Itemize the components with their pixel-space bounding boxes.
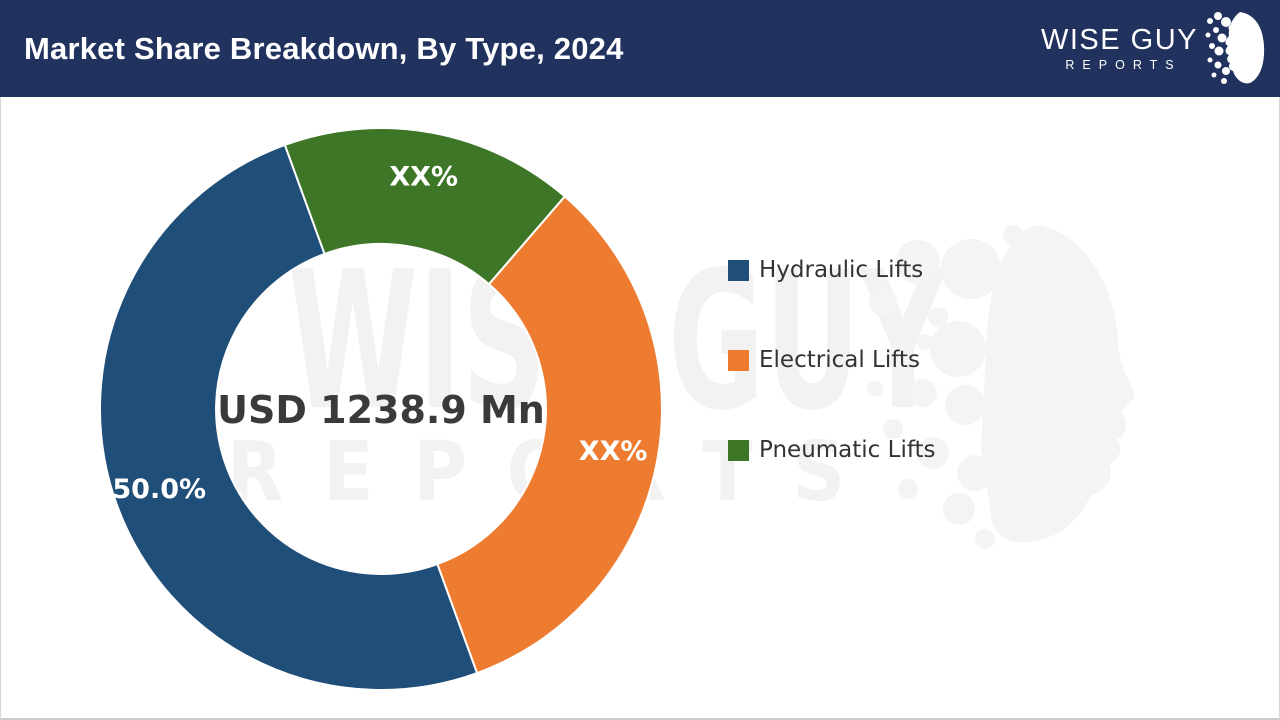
- legend-item-hydraulic-lifts: Hydraulic Lifts: [728, 255, 923, 285]
- legend-item-electrical-lifts: Electrical Lifts: [728, 345, 920, 375]
- logo-wordmark: WISE GUY: [1040, 24, 1198, 56]
- header-bar: Market Share Breakdown, By Type, 2024 WI…: [0, 0, 1280, 97]
- donut-slice-pneumatic-lifts: [283, 127, 567, 286]
- legend-item-pneumatic-lifts: Pneumatic Lifts: [728, 435, 936, 465]
- legend-label: Electrical Lifts: [759, 347, 920, 373]
- chart-area: WISE GUY REPORTS 50.0%: [0, 97, 1280, 720]
- legend-swatch: [728, 439, 749, 461]
- legend-swatch: [728, 259, 749, 281]
- slice-percentage-label: XX%: [579, 436, 648, 467]
- wise-guy-reports-logo: WISE GUY REPORTS: [1041, 8, 1266, 88]
- logo-head-icon: [1205, 12, 1265, 84]
- legend-label: Hydraulic Lifts: [759, 257, 924, 283]
- slice-percentage-label: XX%: [389, 161, 458, 192]
- page-title: Market Share Breakdown, By Type, 2024: [24, 30, 624, 66]
- legend-swatch: [728, 349, 749, 371]
- donut-slice-hydraulic-lifts: [99, 143, 479, 691]
- donut-center-label: USD 1238.9 Mn: [217, 388, 545, 432]
- donut-slice-electrical-lifts: [436, 195, 663, 675]
- legend-label: Pneumatic Lifts: [759, 437, 936, 463]
- slice-percentage-label: 50.0%: [112, 474, 206, 505]
- logo-text: WISE GUY REPORTS: [1041, 24, 1198, 72]
- donut-chart: 50.0% XX% XX% USD 1238.9 Mn: [99, 127, 663, 691]
- logo-subtitle: REPORTS: [1065, 58, 1182, 72]
